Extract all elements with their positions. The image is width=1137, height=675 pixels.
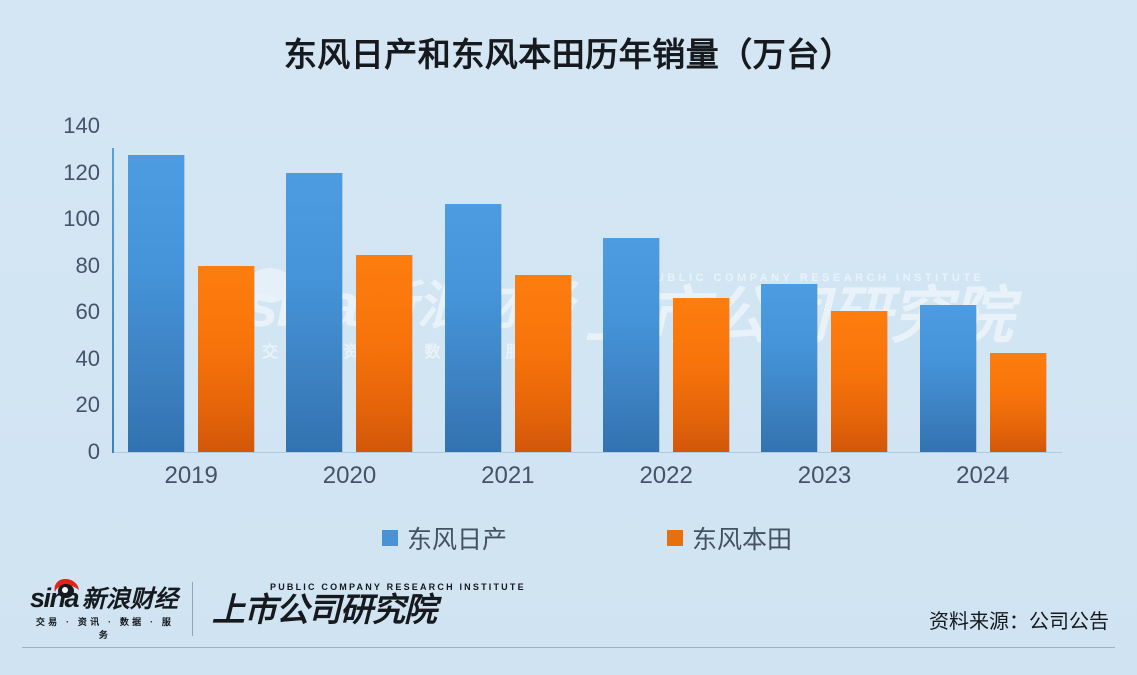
bar-group bbox=[270, 126, 428, 452]
source-note: 资料来源：公司公告 bbox=[929, 611, 1109, 633]
x-tick-label: 2023 bbox=[797, 462, 852, 489]
footer-divider bbox=[22, 647, 1115, 648]
bar-2019-东风日产[interactable] bbox=[128, 155, 185, 452]
bar-group bbox=[429, 126, 587, 452]
institute-logo: PUBLIC COMPANY RESEARCH INSTITUTE 上市公司研究… bbox=[212, 582, 526, 628]
bar-2021-东风日产[interactable] bbox=[444, 204, 501, 452]
bar-group bbox=[587, 126, 745, 452]
y-tick-label: 140 bbox=[63, 113, 100, 138]
y-tick-label: 0 bbox=[87, 439, 100, 464]
sina-cn-text: 新浪财经 bbox=[82, 585, 179, 613]
sina-eye-icon bbox=[54, 579, 79, 598]
institute-en-text: PUBLIC COMPANY RESEARCH INSTITUTE bbox=[270, 582, 526, 592]
sina-tagline: 交易 · 资讯 · 数据 · 服务 bbox=[35, 616, 175, 640]
bar-2023-东风日产[interactable] bbox=[761, 284, 818, 452]
bar-2024-东风本田[interactable] bbox=[989, 353, 1046, 452]
x-tick-label: 2021 bbox=[481, 462, 535, 489]
institute-cn-text: 上市公司研究院 bbox=[212, 591, 437, 628]
legend-item-东风日产[interactable]: 东风日产 bbox=[381, 520, 507, 556]
x-axis-baseline bbox=[112, 452, 1062, 453]
bar-2024-东风日产[interactable] bbox=[919, 305, 976, 452]
bar-group bbox=[904, 126, 1062, 452]
chart-legend: 东风日产 东风本田 bbox=[112, 520, 1062, 556]
bar-2022-东风日产[interactable] bbox=[603, 237, 660, 452]
y-axis-line bbox=[112, 148, 114, 453]
bar-group bbox=[112, 126, 270, 452]
x-tick-label: 2019 bbox=[164, 462, 218, 489]
y-axis-labels: 0 20 40 60 80 100 120 140 bbox=[32, 113, 100, 464]
bar-groups bbox=[112, 126, 1062, 452]
y-tick-label: 40 bbox=[75, 345, 100, 371]
bar-group bbox=[745, 126, 903, 452]
bar-2023-东风本田[interactable] bbox=[831, 311, 888, 452]
x-tick-label: 2022 bbox=[639, 462, 693, 489]
legend-swatch bbox=[667, 530, 683, 546]
sina-finance-logo: sina 新浪财经 交易 · 资讯 · 数据 · 服务 bbox=[30, 579, 180, 642]
bar-2020-东风本田[interactable] bbox=[356, 255, 413, 452]
footer: sina 新浪财经 交易 · 资讯 · 数据 · 服务 PUBLIC COMPA… bbox=[0, 579, 1137, 648]
bar-2021-东风本田[interactable] bbox=[514, 275, 571, 452]
y-tick-label: 100 bbox=[63, 206, 100, 232]
y-tick-label: 80 bbox=[75, 252, 100, 278]
bar-2022-东风本田[interactable] bbox=[673, 298, 730, 452]
legend-swatch bbox=[381, 530, 398, 546]
x-tick-label: 2020 bbox=[322, 462, 377, 489]
x-tick-label: 2024 bbox=[956, 462, 1010, 489]
y-tick-label: 20 bbox=[75, 392, 100, 418]
footer-logo-separator bbox=[192, 582, 193, 636]
bar-2020-东风日产[interactable] bbox=[286, 172, 343, 452]
y-tick-label: 60 bbox=[75, 299, 100, 325]
legend-label: 东风本田 bbox=[692, 526, 793, 554]
y-tick-label: 120 bbox=[63, 159, 100, 185]
legend-item-东风本田[interactable]: 东风本田 bbox=[667, 520, 792, 556]
legend-label: 东风日产 bbox=[406, 526, 507, 554]
chart-title: 东风日产和东风本田历年销量（万台） bbox=[283, 36, 854, 73]
bar-2019-东风本田[interactable] bbox=[198, 265, 255, 452]
x-axis-labels: 2019 2020 2021 2022 2023 2024 bbox=[112, 462, 1062, 490]
